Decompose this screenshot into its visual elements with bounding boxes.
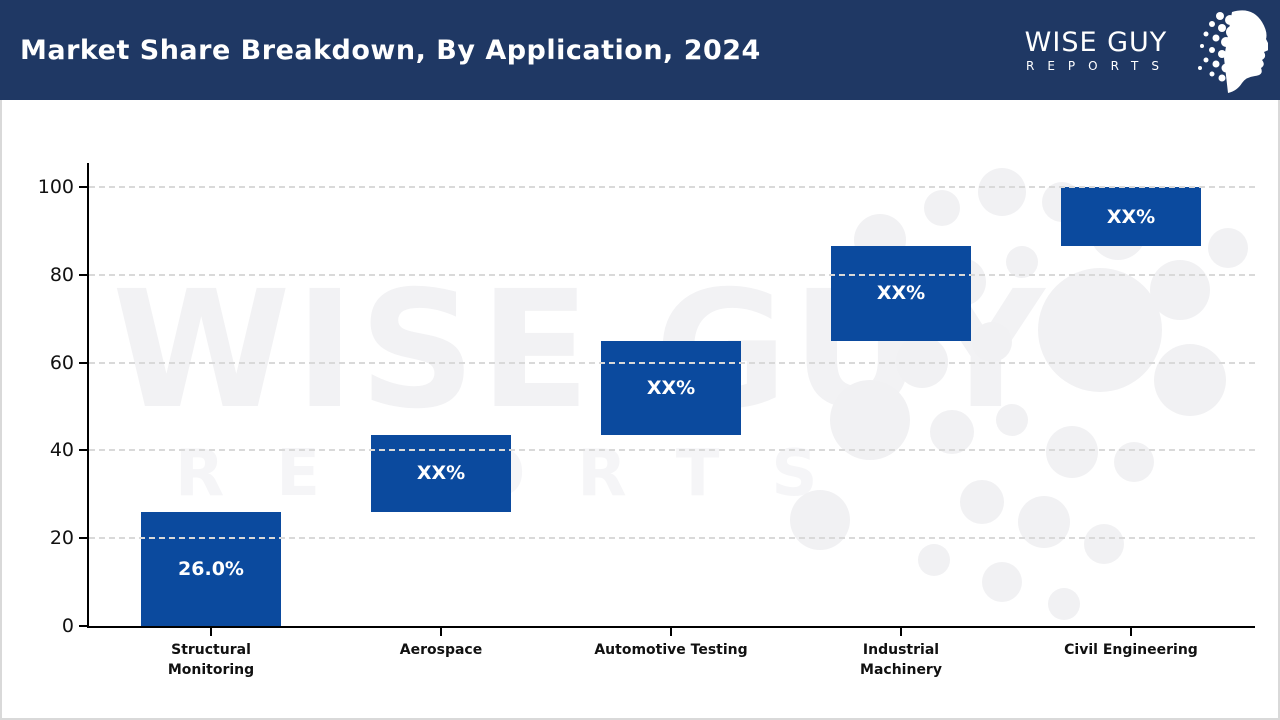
y-tick-mark [79,273,87,276]
bar-value-label: XX% [1106,205,1156,228]
grid-line [89,537,1255,540]
wise-guy-logo: WISE GUY REPORTS [1020,0,1268,100]
bar-value-label: 26.0% [178,557,244,580]
figure-border-bottom [0,718,1280,720]
bar-segment [141,511,281,626]
x-axis-spine [87,626,1255,628]
bar-value-label: XX% [876,282,926,305]
y-tick-mark [79,537,87,540]
x-tick-label: Structural Monitoring [167,642,255,679]
x-tick-label: Industrial Machinery [860,642,942,679]
page-title: Market Share Breakdown, By Application, … [20,34,761,66]
y-tick-label: 80 [49,263,74,286]
x-tick-mark [1130,628,1132,636]
logo-text: WISE GUY REPORTS [1020,29,1172,72]
logo-head-icon [1198,10,1268,93]
x-tick-label: Civil Engineering [1064,642,1198,658]
bar-value-label: XX% [416,462,466,485]
x-tick-mark [440,628,442,636]
logo-name: WISE GUY [1024,26,1168,58]
grid-line [89,186,1255,188]
y-axis-spine [87,162,89,628]
y-tick-label: 40 [49,439,74,462]
grid-line [89,361,1255,364]
y-tick-label: 0 [61,615,74,637]
y-tick-mark [79,186,87,188]
figure-border-left [0,100,2,720]
bar-segment [601,340,741,436]
bar-value-label: XX% [646,376,696,399]
y-tick-label: 60 [49,351,74,374]
x-tick-mark [210,628,212,636]
grid-line [89,449,1255,452]
y-tick-label: 100 [37,176,74,198]
x-tick-mark [900,628,902,636]
bar-segment [371,435,511,512]
x-tick-label: Automotive Testing [594,642,748,658]
y-tick-mark [79,449,87,452]
y-tick-mark [79,625,87,627]
x-tick-label: Aerospace [399,642,483,658]
y-tick-label: 20 [49,527,74,550]
grid-line [89,273,1255,276]
header-bar: Market Share Breakdown, By Application, … [0,0,1280,100]
x-tick-mark [670,628,672,636]
y-tick-mark [79,361,87,364]
figure-border-right [1278,100,1280,720]
logo-sub: REPORTS [1025,58,1172,73]
